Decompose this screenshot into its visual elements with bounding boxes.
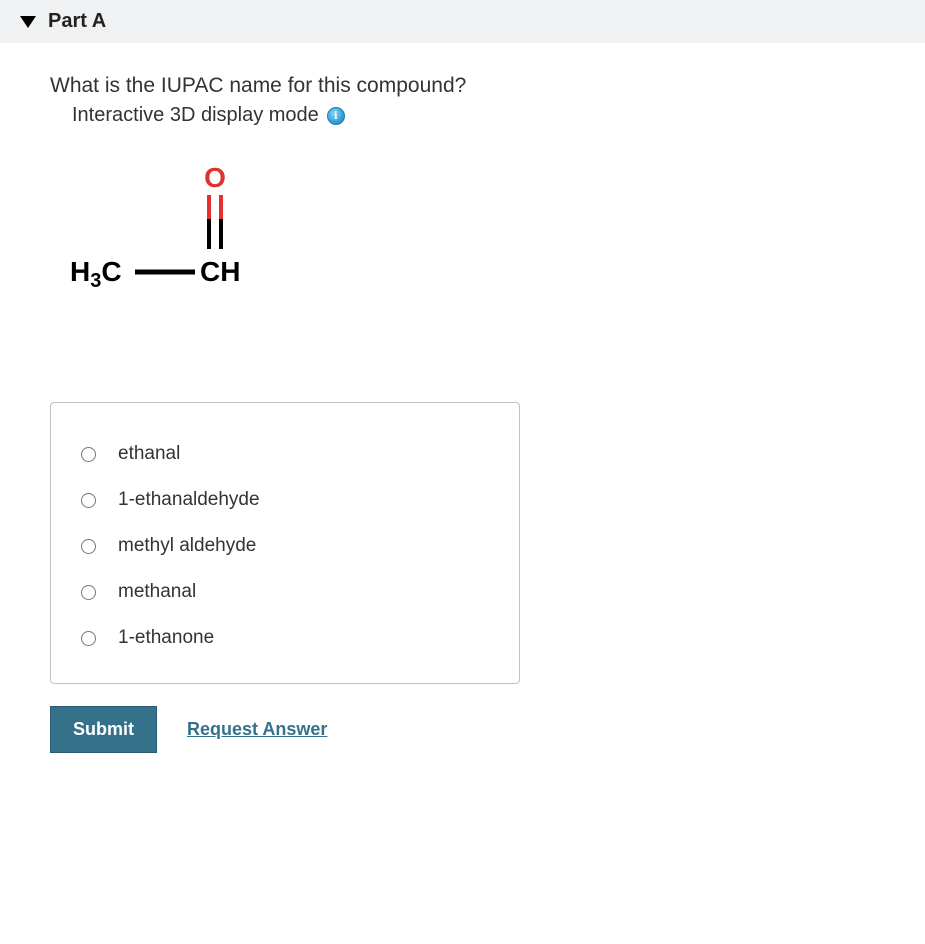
option-radio[interactable] — [81, 631, 96, 646]
option-label: ethanal — [118, 443, 180, 465]
collapse-triangle-icon — [20, 16, 36, 28]
question-body: What is the IUPAC name for this compound… — [0, 44, 925, 773]
option-radio[interactable] — [81, 585, 96, 600]
button-row: Submit Request Answer — [50, 706, 875, 753]
part-title: Part A — [48, 10, 106, 33]
left-group: H3C — [70, 256, 122, 292]
question-text: What is the IUPAC name for this compound… — [50, 74, 875, 98]
option-label: 1-ethanaldehyde — [118, 489, 260, 511]
option-row[interactable]: 1-ethanone — [81, 615, 489, 661]
option-row[interactable]: methyl aldehyde — [81, 523, 489, 569]
option-row[interactable]: ethanal — [81, 431, 489, 477]
oxygen-atom: O — [204, 162, 226, 193]
option-label: methyl aldehyde — [118, 535, 256, 557]
right-group: CH — [200, 256, 240, 287]
submit-button[interactable]: Submit — [50, 706, 157, 753]
request-answer-link[interactable]: Request Answer — [187, 719, 327, 740]
option-radio[interactable] — [81, 539, 96, 554]
part-header[interactable]: Part A — [0, 0, 925, 44]
option-radio[interactable] — [81, 493, 96, 508]
info-icon[interactable]: i — [327, 107, 345, 125]
options-box: ethanal 1-ethanaldehyde methyl aldehyde … — [50, 402, 520, 684]
display-mode-row: Interactive 3D display mode i — [72, 104, 875, 127]
display-mode-label: Interactive 3D display mode — [72, 104, 319, 127]
molecule-structure[interactable]: O H3C CH — [60, 157, 875, 332]
option-row[interactable]: 1-ethanaldehyde — [81, 477, 489, 523]
option-label: 1-ethanone — [118, 627, 214, 649]
option-row[interactable]: methanal — [81, 569, 489, 615]
option-label: methanal — [118, 581, 196, 603]
option-radio[interactable] — [81, 447, 96, 462]
